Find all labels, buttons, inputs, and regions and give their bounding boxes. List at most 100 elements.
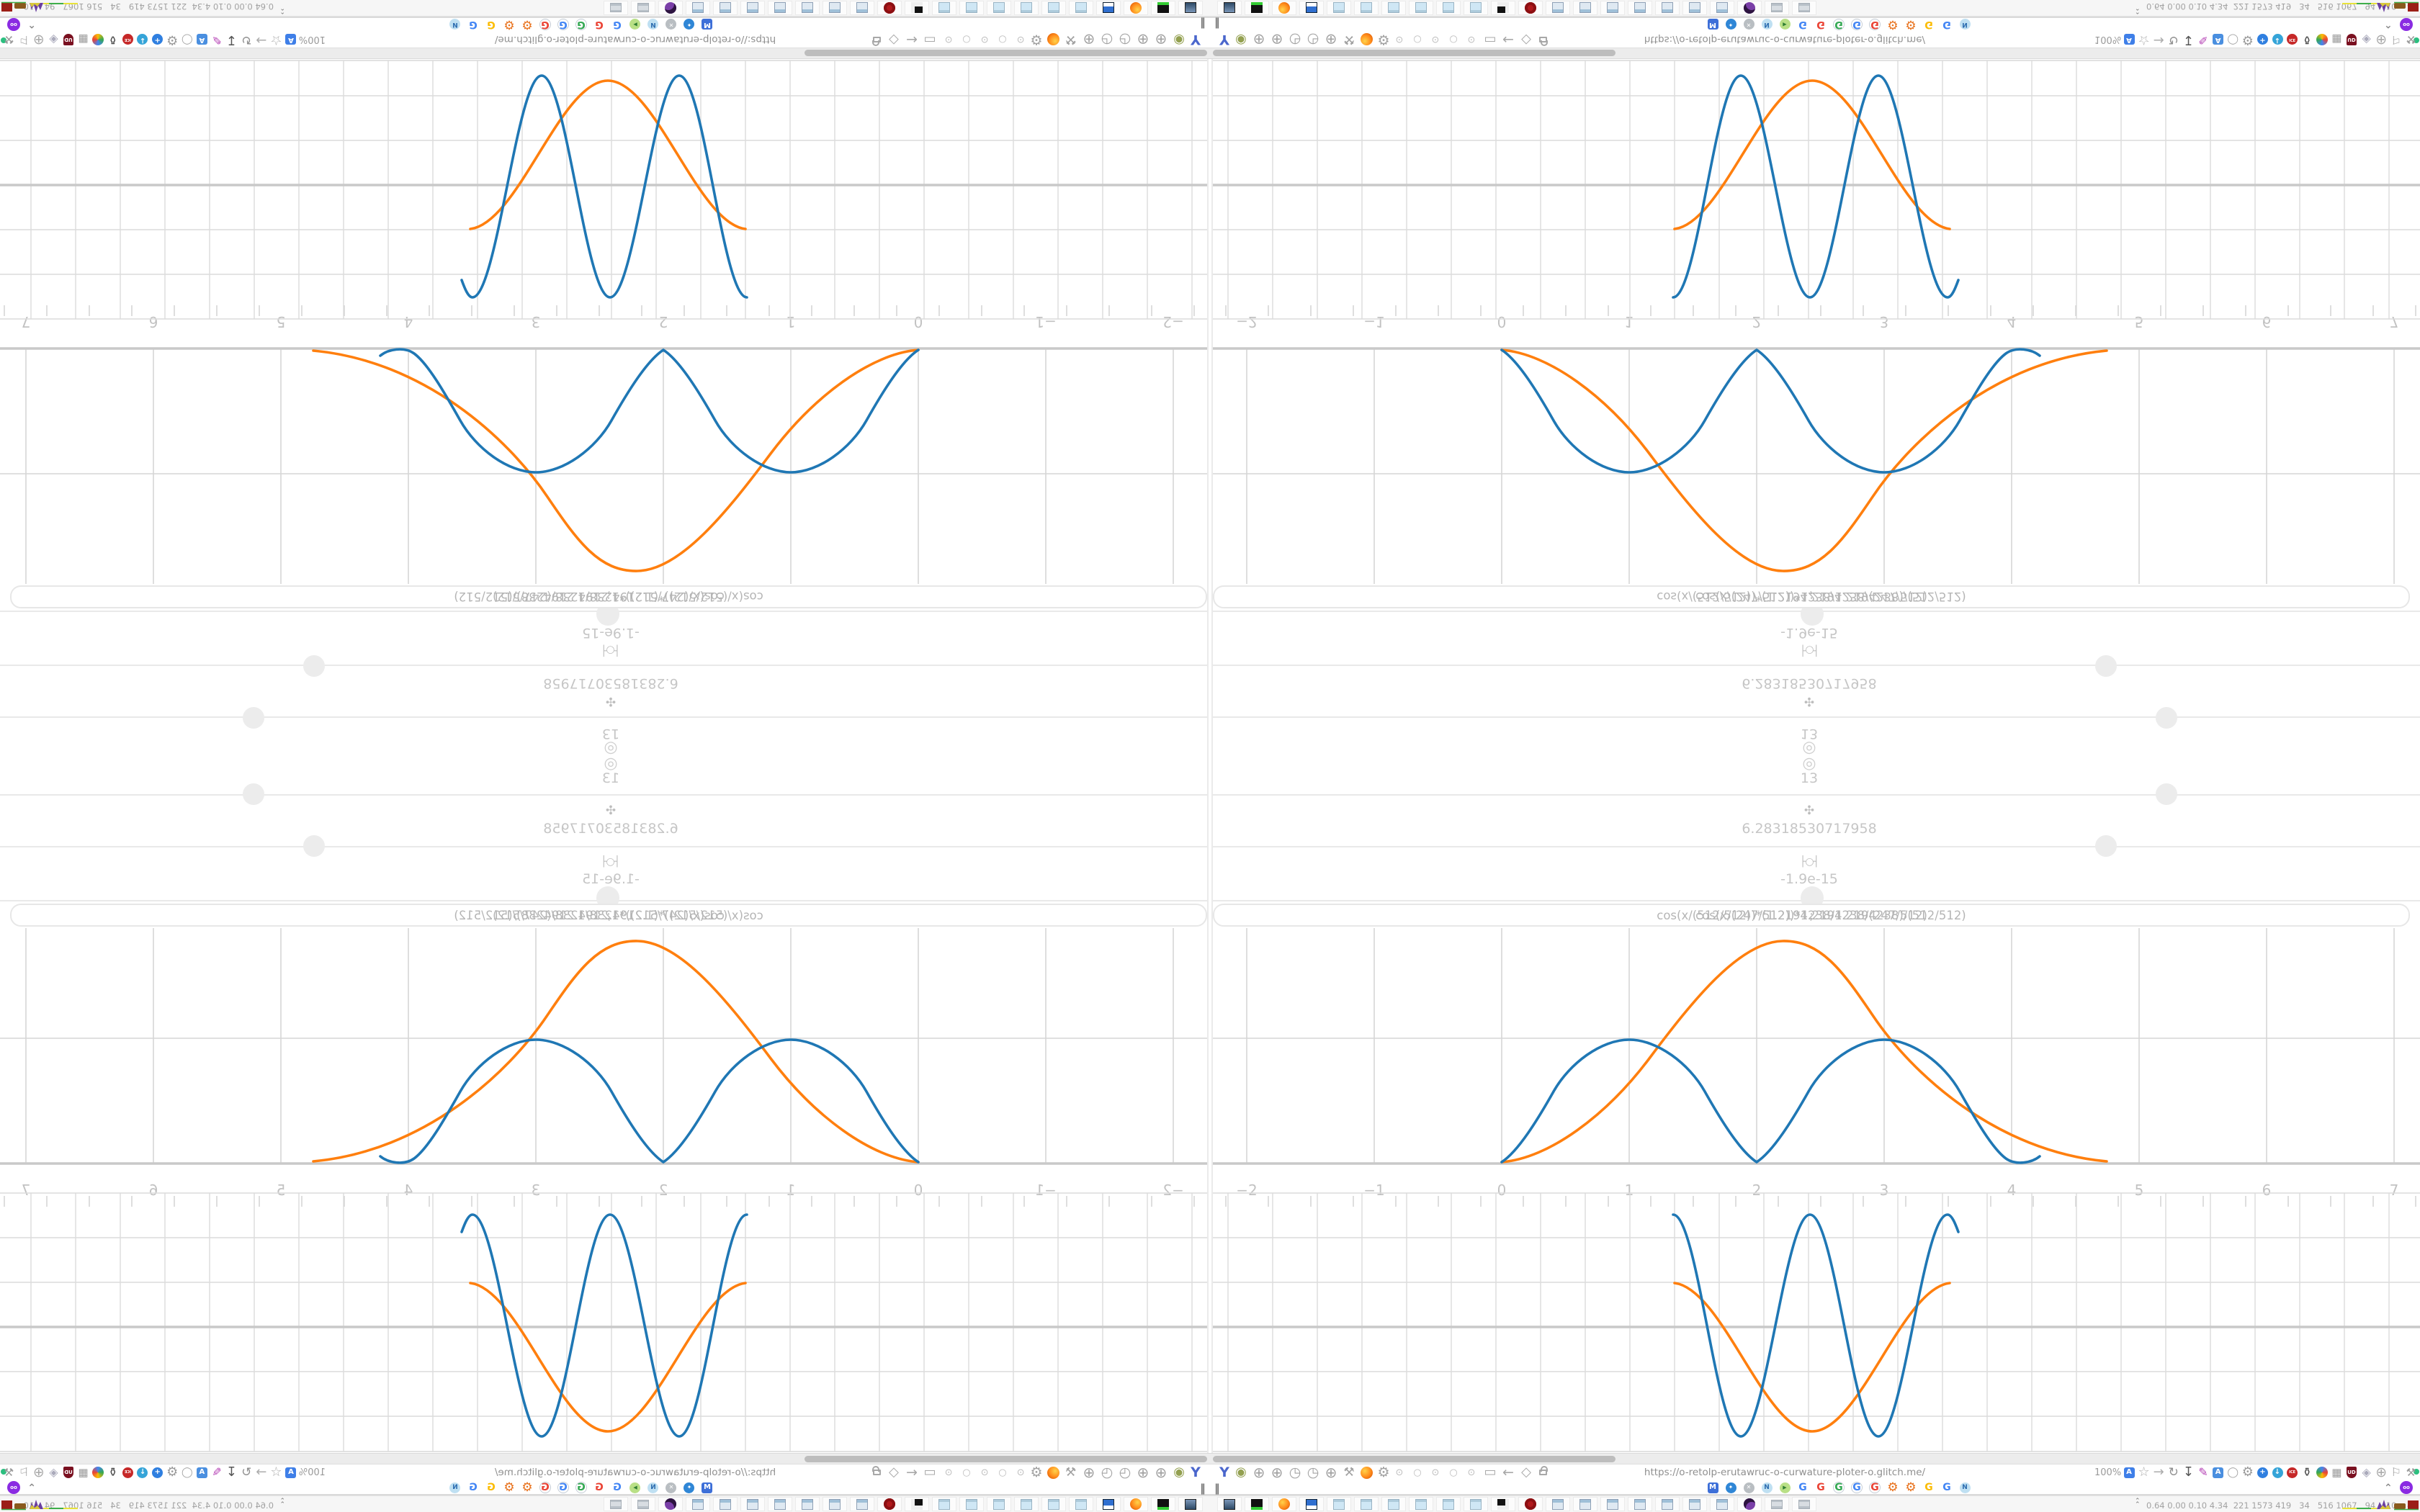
mouse-oval-icon[interactable]: ◯	[2227, 34, 2239, 45]
google-favicon[interactable]: G	[484, 17, 498, 32]
pause-icon[interactable]: ‖	[1200, 17, 1206, 30]
expression-bar[interactable]: cos(x/(247/512))*1.2194238/(247/512) ; c…	[1213, 904, 2410, 927]
taskbar-app-scroll[interactable]	[1765, 1497, 1789, 1511]
taskbar-app-bw[interactable]	[1491, 1, 1515, 15]
drop-favicon[interactable]: ✦	[1724, 1480, 1738, 1495]
lock-icon[interactable]	[1536, 1465, 1550, 1480]
valve-op-icon[interactable]: ├○┤	[1799, 856, 1819, 868]
dot-indicator-icon[interactable]: ○	[998, 1467, 1007, 1478]
dot-indicator-icon[interactable]: ⊙	[1431, 1467, 1440, 1478]
taskbar-app-calc[interactable]	[823, 1497, 847, 1511]
mute-favicon[interactable]: ✕	[664, 1480, 678, 1495]
taskbar-app-note[interactable]	[1069, 1, 1093, 15]
taskbar-app-firefox[interactable]	[1272, 1, 1296, 15]
taskbar-app-calc[interactable]	[795, 1497, 820, 1511]
taskbar-app-floppy[interactable]	[1096, 1497, 1121, 1511]
google-circle-favicon[interactable]: G	[574, 1480, 588, 1495]
gauge-icon[interactable]: ◷	[1289, 32, 1301, 48]
dot-indicator-icon[interactable]: ⊙	[1395, 1467, 1404, 1478]
globe-icon[interactable]: ⊕	[1252, 1464, 1265, 1481]
collapse-chevron-icon[interactable]: ⌃	[2384, 1482, 2393, 1494]
leaf-favicon[interactable]: ▶	[628, 1480, 642, 1495]
dot-indicator-icon[interactable]: ⊙	[944, 1467, 953, 1478]
taskbar-app-calc[interactable]	[740, 1, 765, 15]
google-favicon[interactable]: G	[1814, 1480, 1828, 1495]
taskbar-app-note[interactable]	[959, 1, 984, 15]
google-favicon[interactable]: G	[610, 17, 624, 32]
taskbar-app-bw[interactable]	[905, 1, 929, 15]
shield-circle-icon[interactable]: ◈	[2362, 1465, 2371, 1479]
folder-icon[interactable]: ▭	[923, 1464, 936, 1480]
taskbar-app-note[interactable]	[1436, 1497, 1461, 1511]
taskbar-app-calc[interactable]	[1710, 1497, 1734, 1511]
taskbar-app-calc[interactable]	[1600, 1, 1625, 15]
lock-icon[interactable]	[870, 1465, 884, 1480]
node-port[interactable]	[2156, 783, 2177, 805]
google-favicon[interactable]: G	[1796, 1480, 1810, 1495]
taskbar-app-scroll[interactable]	[604, 1, 628, 15]
google-favicon[interactable]: G	[592, 17, 606, 32]
dot-indicator-icon[interactable]: ○	[1449, 1467, 1458, 1478]
dot-indicator-icon[interactable]: ⊙	[1431, 34, 1440, 45]
google-favicon[interactable]: G	[1796, 17, 1810, 32]
mute-favicon[interactable]: ✕	[1742, 1480, 1756, 1495]
dot-indicator-icon[interactable]: ○	[1413, 34, 1422, 45]
marker-icon[interactable]: ✎	[212, 33, 222, 47]
plus-circle-icon[interactable]: +	[151, 1465, 165, 1480]
mouse-oval-icon[interactable]: ◯	[181, 34, 193, 45]
taskbar-app-note[interactable]	[1014, 1497, 1039, 1511]
lock-icon[interactable]	[870, 32, 884, 47]
url-text[interactable]: https://o-retolp-erutawruc-o-curwature-p…	[1644, 1467, 1926, 1478]
taskbar-app-calc[interactable]	[1682, 1497, 1707, 1511]
cube-favicon[interactable]: N	[646, 17, 660, 32]
mouse-oval-icon[interactable]: ◯	[181, 1467, 193, 1478]
taskbar-app-calc[interactable]	[740, 1497, 765, 1511]
ud-shield-icon[interactable]: UD	[2344, 32, 2359, 47]
taskbar-app-note[interactable]	[1014, 1, 1039, 15]
taskbar-app-note[interactable]	[932, 1, 956, 15]
gear-icon[interactable]: ⚙	[1377, 32, 1390, 48]
taskbar-app-note[interactable]	[1069, 1497, 1093, 1511]
folder-icon[interactable]: ▭	[923, 32, 936, 48]
gear-icon[interactable]: ⚙	[1030, 1464, 1043, 1480]
mesh-globe-icon[interactable]: ⊕	[32, 32, 45, 48]
cube-favicon[interactable]: N	[448, 17, 462, 32]
dot-indicator-icon[interactable]: ⊙	[1016, 1467, 1025, 1478]
cube-favicon[interactable]: N	[1958, 17, 1972, 32]
plus-circle-icon[interactable]: +	[2255, 32, 2269, 47]
download-icon[interactable]: ↧	[2182, 1464, 2194, 1480]
taskbar-app-calc[interactable]	[823, 1, 847, 15]
folder-icon[interactable]: ▭	[1484, 32, 1497, 48]
taskbar-app-calc[interactable]	[768, 1, 792, 15]
cube-favicon[interactable]: N	[448, 1480, 462, 1495]
mask-icon[interactable]: oo	[7, 18, 20, 31]
mask-icon[interactable]: oo	[2400, 18, 2413, 31]
globe-icon[interactable]: ⊕	[1270, 1464, 1283, 1481]
horizontal-scrollbar[interactable]	[0, 1453, 1210, 1464]
leaf-favicon[interactable]: ▶	[1778, 1480, 1792, 1495]
zoom-level[interactable]: 100%	[298, 1467, 326, 1478]
gauge-icon[interactable]: ◷	[1307, 1464, 1319, 1480]
funnel-arrow-icon[interactable]: Y	[1191, 32, 1201, 48]
cross-op-icon[interactable]: ✣	[1803, 804, 1815, 818]
globe-icon[interactable]: ⊕	[1083, 31, 1095, 48]
taskbar-app-scroll[interactable]	[604, 1497, 628, 1511]
plot-canvas[interactable]: −2 −1 0 1 2 3 4 5 6 7	[1210, 0, 2420, 756]
mask-icon[interactable]: oo	[7, 1481, 20, 1494]
taskbar-app-floppy[interactable]	[1299, 1, 1324, 15]
taskbar-app-calc[interactable]	[1600, 1497, 1625, 1511]
translate-icon[interactable]: A	[2211, 1465, 2226, 1480]
taskbar-app-note[interactable]	[1354, 1, 1379, 15]
forward-arrow-icon[interactable]: →	[256, 32, 267, 48]
flag-icon[interactable]: ⚐	[19, 33, 30, 47]
drop-favicon[interactable]: ✦	[1724, 17, 1738, 32]
taskbar-app-calc[interactable]	[686, 1, 710, 15]
orange-gear-favicon[interactable]: ⚙	[1887, 17, 1899, 32]
google-favicon[interactable]: G	[466, 17, 480, 32]
pause-icon[interactable]: ‖	[1214, 17, 1220, 30]
taskbar-app-redgear[interactable]	[877, 1497, 902, 1511]
google-circle-favicon[interactable]: G	[1868, 17, 1882, 32]
taskbar-app-calc[interactable]	[713, 1, 738, 15]
taskbar-app-firefox[interactable]	[1124, 1, 1148, 15]
horizontal-scrollbar[interactable]	[1210, 1453, 2420, 1464]
